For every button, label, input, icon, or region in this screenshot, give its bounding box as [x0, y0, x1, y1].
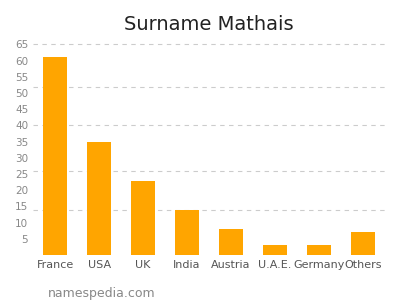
Bar	[307, 245, 331, 255]
Bar	[43, 57, 67, 255]
Text: namespedia.com: namespedia.com	[48, 287, 156, 300]
Bar	[263, 245, 287, 255]
Bar	[131, 181, 155, 255]
Title: Surname Mathais: Surname Mathais	[124, 15, 294, 34]
Bar	[87, 142, 111, 255]
Bar	[219, 229, 243, 255]
Bar	[351, 232, 375, 255]
Bar	[175, 210, 199, 255]
